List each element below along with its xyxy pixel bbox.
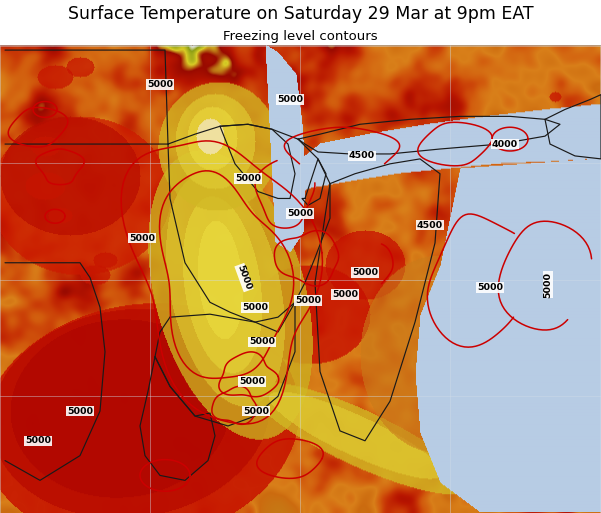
Text: 4500: 4500	[349, 151, 375, 161]
Text: 5000: 5000	[236, 264, 252, 291]
Text: 5000: 5000	[235, 174, 261, 183]
Text: 5000: 5000	[25, 436, 51, 445]
Text: 5000: 5000	[243, 407, 269, 416]
Text: 4500: 4500	[417, 221, 443, 230]
Text: 5000: 5000	[249, 338, 275, 346]
Text: 5000: 5000	[477, 283, 503, 292]
Text: 5000: 5000	[129, 233, 155, 243]
Text: 5000: 5000	[242, 303, 268, 312]
Text: 5000: 5000	[352, 268, 378, 277]
Text: 5000: 5000	[287, 209, 313, 218]
Text: Surface Temperature on Saturday 29 Mar at 9pm EAT: Surface Temperature on Saturday 29 Mar a…	[68, 6, 533, 24]
Text: Freezing level contours: Freezing level contours	[223, 30, 378, 43]
Text: 4000: 4000	[492, 140, 518, 149]
Text: 5000: 5000	[147, 80, 173, 89]
Text: 5000: 5000	[543, 271, 552, 298]
Text: 5000: 5000	[67, 407, 93, 416]
Text: 5000: 5000	[295, 296, 321, 305]
Text: 5000: 5000	[332, 290, 358, 299]
Text: 5000: 5000	[277, 95, 303, 104]
Text: 5000: 5000	[239, 377, 265, 386]
